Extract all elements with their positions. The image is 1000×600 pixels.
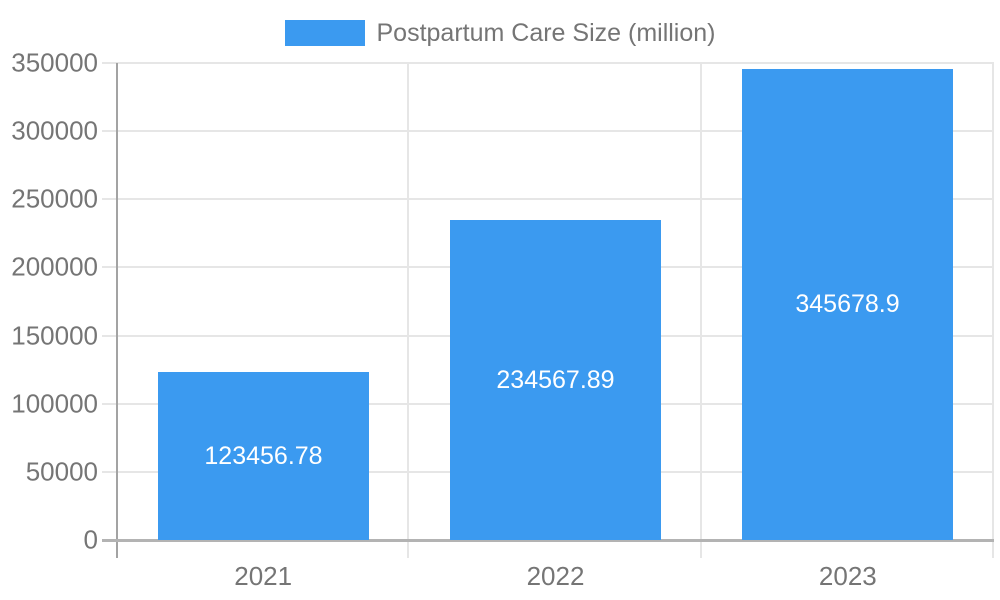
x-axis-tick-label: 2022 xyxy=(526,561,585,591)
y-axis-tick-label: 300000 xyxy=(11,115,98,146)
h-gridline xyxy=(102,62,994,64)
v-gridline xyxy=(992,63,994,558)
v-gridline xyxy=(700,63,702,558)
bar-value-label: 123456.78 xyxy=(204,441,323,470)
x-axis-tick-label: 2021 xyxy=(234,561,293,591)
h-gridline xyxy=(102,130,994,133)
legend-label: Postpartum Care Size (million) xyxy=(376,19,716,47)
x-axis-tick-label: 2023 xyxy=(818,561,877,591)
y-axis-tick-label: 200000 xyxy=(11,251,98,282)
plot-area: 0 50000 100000 150000 200000 250000 300000 3500… xyxy=(11,48,994,591)
y-axis-tick-label: 100000 xyxy=(11,388,98,419)
y-axis-tick-label: 350000 xyxy=(11,47,98,78)
y-axis-tick-label: 150000 xyxy=(11,320,98,351)
y-axis-line xyxy=(116,63,118,558)
bar-value-label: 234567.89 xyxy=(496,365,615,394)
y-axis-tick-label: 50000 xyxy=(25,456,98,487)
y-axis-tick-label: 0 xyxy=(83,524,98,555)
bar-2022: 234567.89 xyxy=(450,220,661,540)
legend-swatch xyxy=(284,20,365,46)
bar-value-label: 345678.9 xyxy=(795,290,900,318)
bar-2021: 123456.78 xyxy=(158,372,369,540)
x-axis-line xyxy=(102,539,994,542)
v-gridline xyxy=(407,63,409,558)
bar-2023: 345678.9 xyxy=(742,69,953,540)
legend: Postpartum Care Size (million) xyxy=(0,20,1000,46)
h-gridline xyxy=(102,198,994,201)
y-axis-tick-label: 250000 xyxy=(11,183,98,214)
